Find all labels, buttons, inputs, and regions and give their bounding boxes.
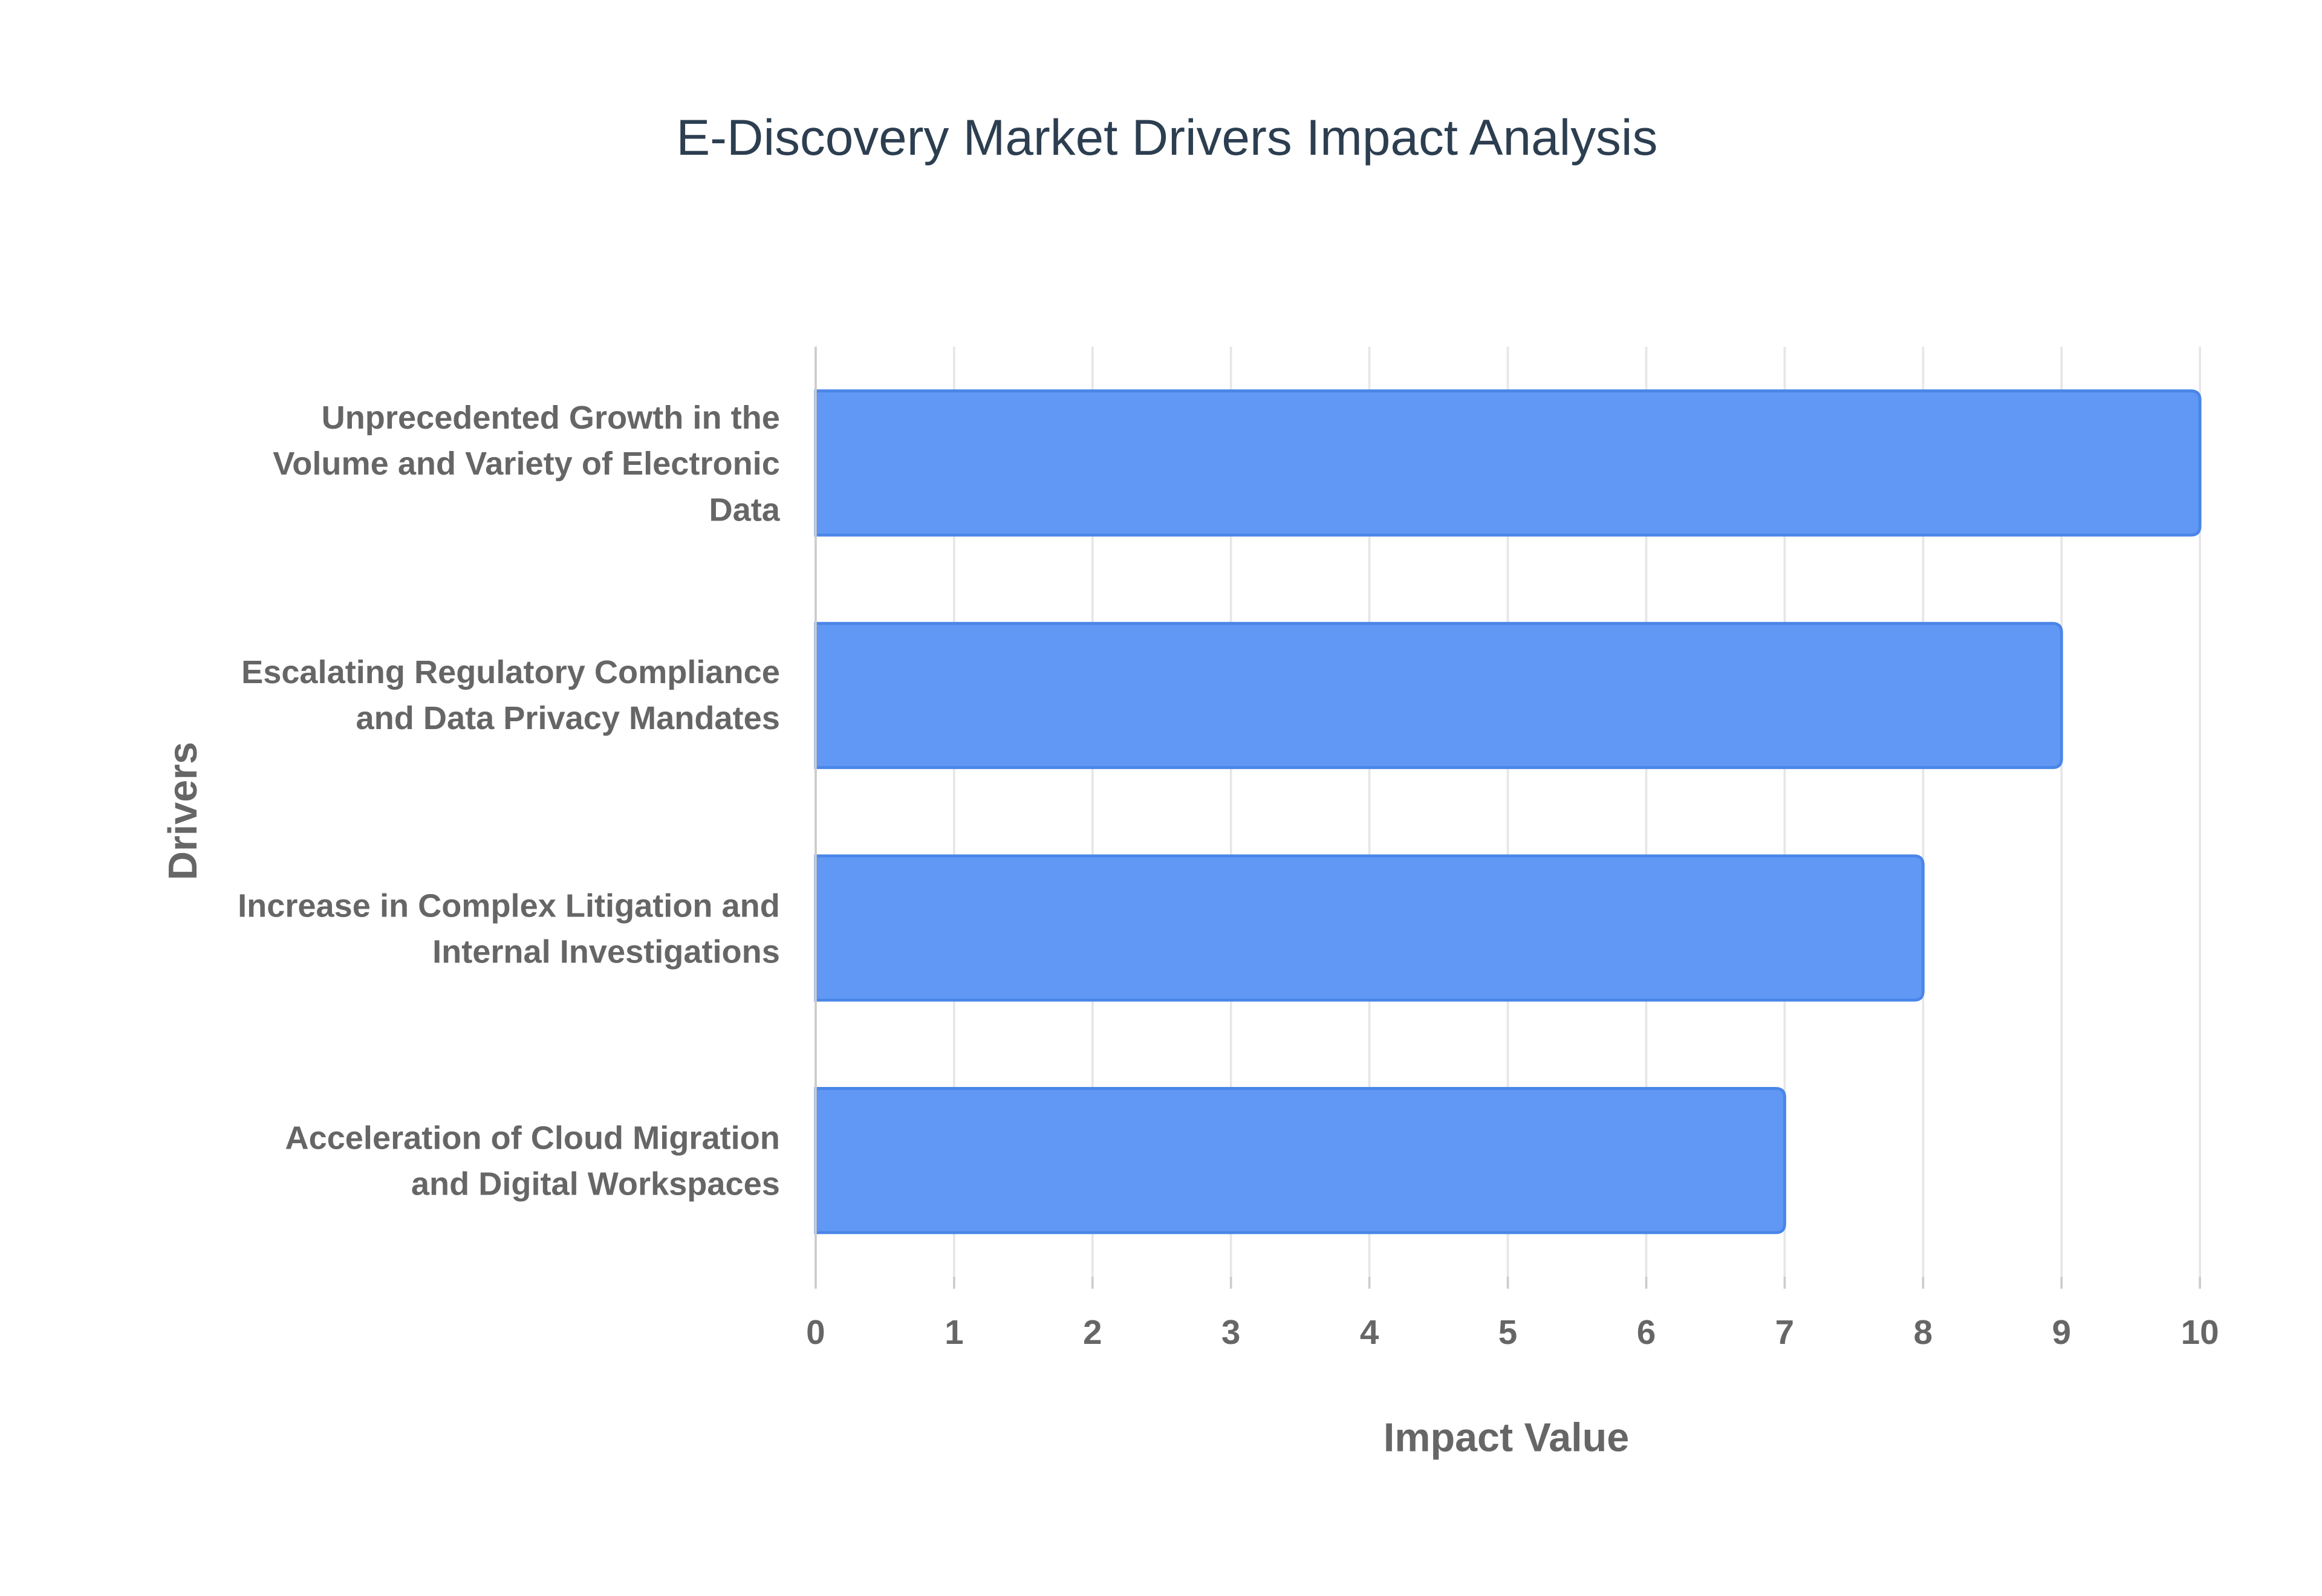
- y-tick-label: Increase in Complex Litigation and Inter…: [238, 886, 780, 970]
- x-tick-label: 4: [1360, 1313, 1379, 1351]
- bars: [814, 389, 2202, 1234]
- bar: [814, 389, 2202, 537]
- y-tick-label: Acceleration of Cloud Migration and Digi…: [285, 1118, 780, 1202]
- y-axis-title: Drivers: [161, 742, 206, 880]
- x-tick-label: 7: [1775, 1313, 1794, 1351]
- x-tick-label: 1: [945, 1313, 963, 1351]
- x-tick-label: 2: [1083, 1313, 1102, 1351]
- chart-title: E-Discovery Market Drivers Impact Analys…: [676, 109, 1657, 166]
- x-tick-label: 6: [1637, 1313, 1656, 1351]
- y-tick-label-box: Escalating Regulatory Compliance and Dat…: [241, 654, 780, 738]
- x-axis-title: Impact Value: [1384, 1415, 1629, 1460]
- x-tick-label: 5: [1498, 1313, 1517, 1351]
- y-tick-label: Escalating Regulatory Compliance and Dat…: [241, 654, 780, 738]
- y-tick-label-box: Acceleration of Cloud Migration and Digi…: [285, 1118, 780, 1202]
- y-tick-label: Unprecedented Growth in the Volume and V…: [273, 398, 780, 528]
- x-tick-label: 9: [2052, 1313, 2070, 1351]
- x-tick-label: 3: [1221, 1313, 1240, 1351]
- bar: [814, 621, 2063, 770]
- bar: [814, 854, 1925, 1002]
- x-tick-label: 0: [806, 1313, 825, 1351]
- bar: [814, 1087, 1786, 1234]
- x-tick-label: 8: [1914, 1313, 1933, 1351]
- x-tick-label: 10: [2181, 1313, 2219, 1351]
- y-tick-label-box: Unprecedented Growth in the Volume and V…: [273, 398, 780, 528]
- y-tick-label-box: Increase in Complex Litigation and Inter…: [238, 886, 780, 970]
